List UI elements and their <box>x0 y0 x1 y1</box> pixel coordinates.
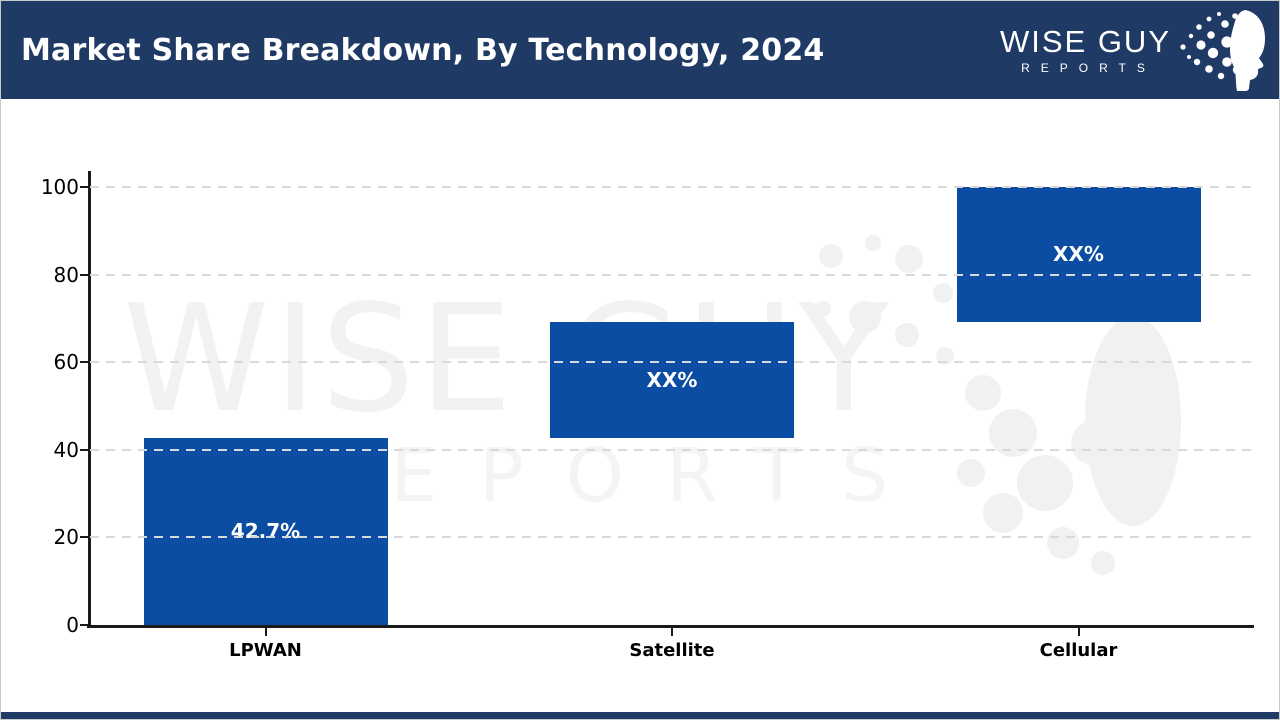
y-tick-60 <box>80 361 89 364</box>
header-band: Market Share Breakdown, By Technology, 2… <box>1 1 1279 99</box>
gridline-60 <box>90 361 1257 364</box>
gridline-100 <box>90 186 1257 188</box>
logo-line1: WISE GUY <box>999 24 1171 59</box>
bar-satellite: XX% <box>550 321 794 438</box>
logo-wordmark: WISE GUY REPORTS <box>1000 26 1171 74</box>
y-tick-label-100: 100 <box>40 175 79 199</box>
footer-band <box>1 712 1279 719</box>
y-tick-label-20: 20 <box>53 525 79 550</box>
gridline-20 <box>90 536 1257 539</box>
logo-line2: REPORTS <box>1021 61 1156 75</box>
page-title: Market Share Breakdown, By Technology, 2… <box>21 32 825 68</box>
bar-lpwan: 42.7% <box>143 437 388 625</box>
bar-cellular: XX% <box>956 187 1201 322</box>
x-tick-satellite <box>671 628 673 636</box>
x-category-label-cellular: Cellular <box>1039 640 1118 661</box>
y-tick-label-40: 40 <box>53 437 79 462</box>
y-tick-40 <box>80 448 89 451</box>
x-tick-cellular <box>1077 628 1080 636</box>
x-category-label-lpwan: LPWAN <box>229 640 302 661</box>
bar-value-label-lpwan: 42.7% <box>230 519 301 544</box>
x-axis-line <box>87 625 1254 628</box>
y-tick-label-60: 60 <box>53 350 79 375</box>
y-tick-label-80: 80 <box>53 262 79 287</box>
bar-value-label-cellular: XX% <box>1053 242 1104 267</box>
wise-guy-reports-logo: WISE GUY REPORTS <box>1000 7 1279 93</box>
y-tick-0 <box>80 624 89 626</box>
x-tick-lpwan <box>264 628 267 636</box>
gridline-40 <box>90 448 1257 451</box>
x-category-label-satellite: Satellite <box>629 640 715 661</box>
bar-value-label-satellite: XX% <box>646 367 698 392</box>
dotted-face-profile-icon <box>1180 10 1265 91</box>
y-tick-label-0: 0 <box>66 613 79 637</box>
y-tick-100 <box>80 186 89 188</box>
y-axis-line <box>88 171 91 628</box>
gridline-80 <box>90 273 1257 276</box>
y-tick-80 <box>80 273 89 276</box>
y-tick-20 <box>80 536 89 539</box>
